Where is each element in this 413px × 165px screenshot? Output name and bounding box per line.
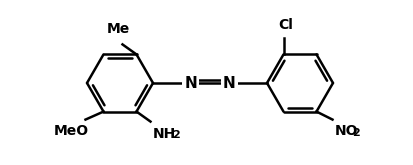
Text: MeO: MeO	[54, 124, 89, 138]
Text: NH: NH	[152, 127, 176, 141]
Text: Me: Me	[107, 22, 130, 36]
Text: Cl: Cl	[278, 18, 293, 32]
Text: 2: 2	[173, 130, 180, 140]
Text: 2: 2	[353, 128, 360, 138]
Text: NO: NO	[335, 124, 358, 138]
Text: N: N	[184, 76, 197, 90]
Text: N: N	[223, 76, 236, 90]
